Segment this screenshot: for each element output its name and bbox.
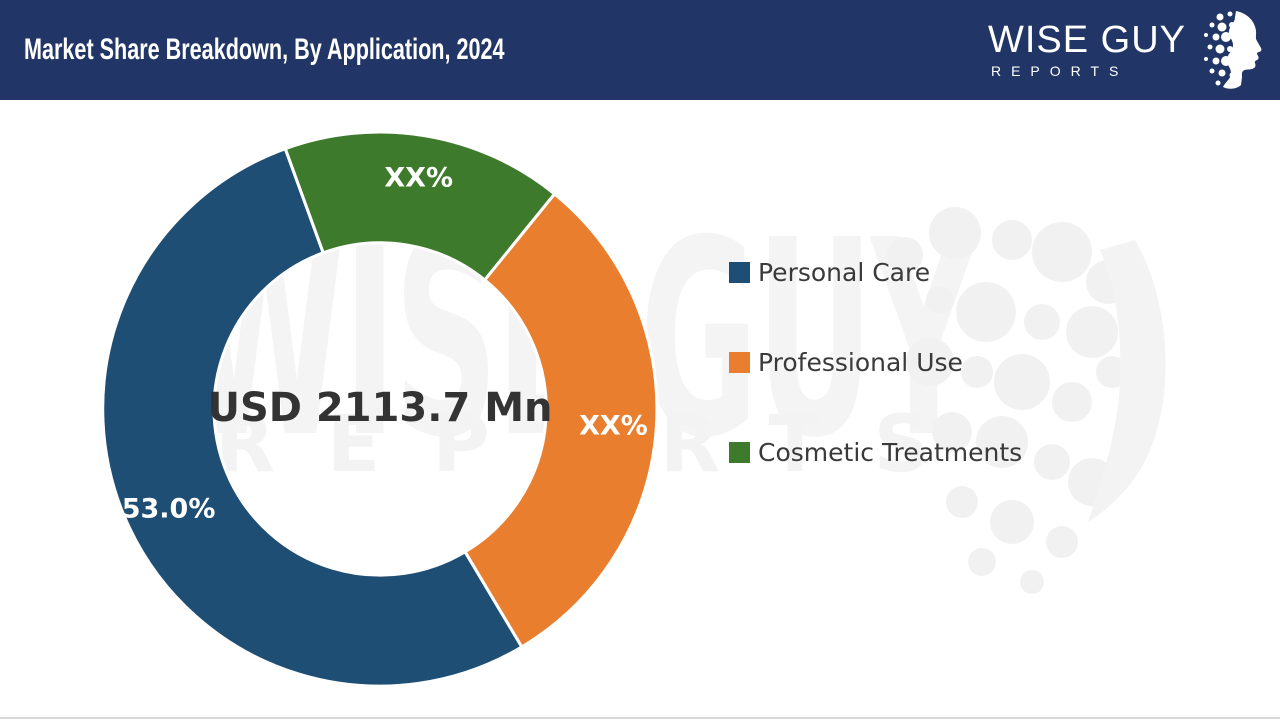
donut-chart bbox=[101, 130, 659, 688]
legend-swatch-cosmetic-treatments bbox=[729, 441, 750, 463]
bottom-border bbox=[0, 717, 1280, 719]
slice-label-cosmetic-treatments: XX% bbox=[384, 162, 454, 194]
legend: Personal Care Professional Use Cosmetic Tr… bbox=[729, 259, 1022, 529]
page-title: Market Share Breakdown, By Application, … bbox=[24, 33, 505, 66]
slice-label-professional-use: XX% bbox=[579, 410, 648, 442]
legend-item-cosmetic-treatments: Cosmetic Treatments bbox=[729, 439, 1022, 465]
logo-subtitle: REPORTS bbox=[990, 63, 1129, 79]
donut-center-value: USD 2113.7 Mn bbox=[207, 385, 553, 431]
legend-swatch-professional-use bbox=[729, 351, 750, 373]
donut-slice-personal-care bbox=[101, 147, 524, 688]
legend-label: Professional Use bbox=[758, 347, 963, 377]
wiseguy-logo: WISE GUY REPORTS bbox=[988, 7, 1266, 93]
legend-label: Cosmetic Treatments bbox=[758, 437, 1023, 467]
logo-text-block: WISE GUY REPORTS bbox=[988, 21, 1186, 79]
header-bar: Market Share Breakdown, By Application, … bbox=[0, 0, 1280, 100]
legend-label: Personal Care bbox=[758, 257, 931, 287]
slice-label-personal-care: 53.0% bbox=[121, 493, 216, 525]
donut-slice-professional-use bbox=[463, 192, 659, 649]
donut-slice-cosmetic-treatments bbox=[283, 130, 556, 282]
legend-item-personal-care: Personal Care bbox=[729, 259, 1022, 285]
legend-swatch-personal-care bbox=[729, 261, 750, 283]
legend-item-professional-use: Professional Use bbox=[729, 349, 1022, 375]
logo-wordmark: WISE GUY bbox=[987, 19, 1186, 61]
logo-face-icon bbox=[1204, 11, 1262, 89]
